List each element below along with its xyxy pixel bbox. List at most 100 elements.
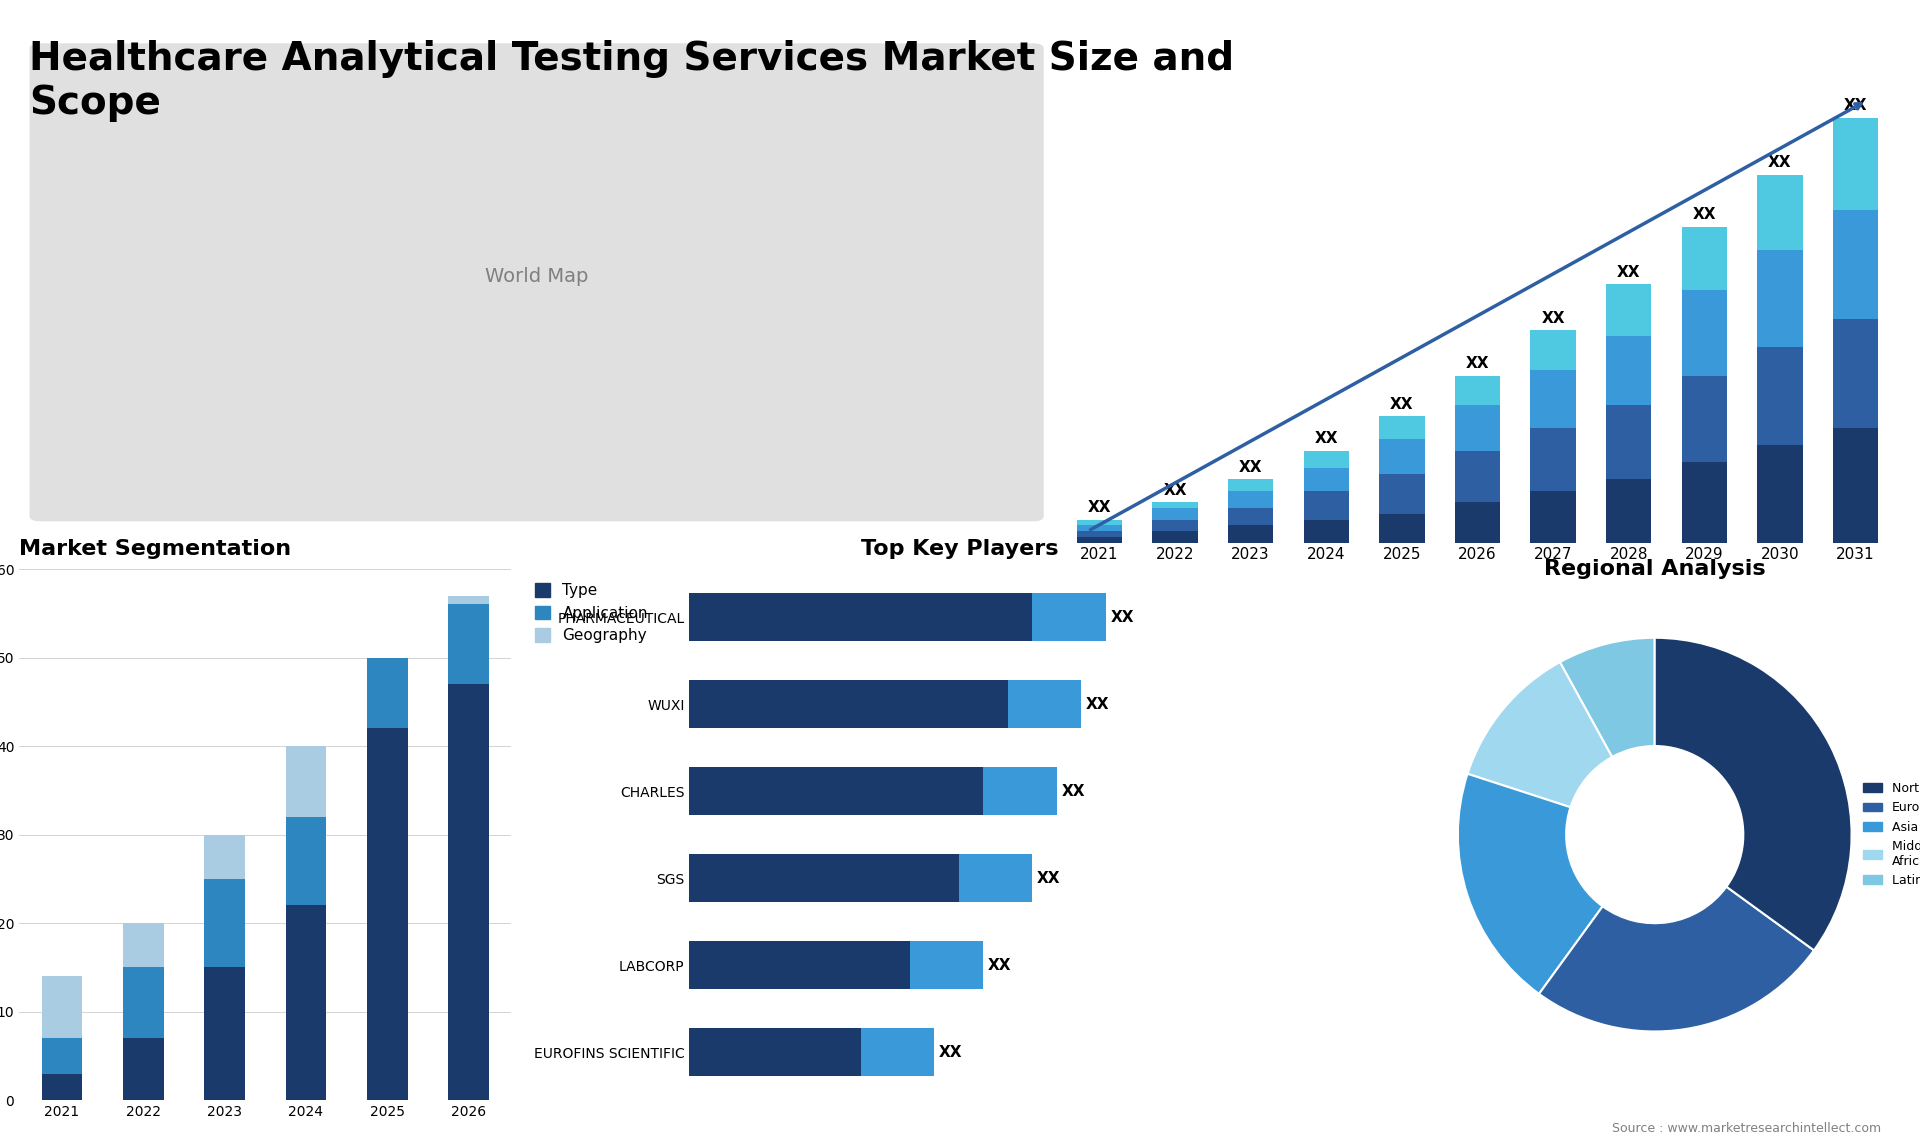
Bar — [1152, 519, 1198, 531]
Text: XX: XX — [1390, 397, 1413, 411]
Bar — [1008, 681, 1081, 728]
Bar — [860, 1028, 935, 1076]
Bar — [1229, 479, 1273, 490]
Bar — [958, 854, 1033, 902]
Title: Regional Analysis: Regional Analysis — [1544, 558, 1766, 579]
Text: XX: XX — [1089, 500, 1112, 515]
Text: Market Segmentation: Market Segmentation — [19, 540, 292, 559]
Bar — [1455, 376, 1500, 405]
Text: XX: XX — [1617, 265, 1640, 280]
Bar — [1455, 405, 1500, 450]
Bar — [1682, 227, 1726, 290]
Text: XX: XX — [1315, 431, 1338, 446]
Bar — [1379, 513, 1425, 542]
Text: XX: XX — [1465, 356, 1490, 371]
Bar — [1077, 525, 1121, 531]
Wedge shape — [1559, 638, 1655, 758]
Bar — [689, 941, 910, 989]
Bar — [1757, 250, 1803, 347]
Bar — [1834, 427, 1878, 542]
Wedge shape — [1467, 662, 1613, 807]
Text: XX: XX — [1768, 156, 1791, 171]
Bar — [1605, 479, 1651, 542]
Text: XX: XX — [1062, 784, 1085, 799]
Bar — [1304, 519, 1350, 542]
Bar — [123, 1038, 163, 1100]
Bar — [1757, 445, 1803, 542]
Bar — [689, 594, 1033, 641]
Bar — [1605, 405, 1651, 479]
Bar — [286, 817, 326, 905]
Bar — [1682, 376, 1726, 462]
Bar — [1152, 531, 1198, 542]
Bar — [910, 941, 983, 989]
Bar — [1757, 175, 1803, 250]
Bar — [286, 746, 326, 817]
Text: XX: XX — [989, 958, 1012, 973]
Bar — [1530, 370, 1576, 427]
Bar — [689, 767, 983, 815]
Wedge shape — [1655, 638, 1851, 950]
Bar — [1229, 508, 1273, 525]
Bar — [1379, 416, 1425, 439]
Bar — [204, 834, 246, 879]
Bar — [1530, 427, 1576, 490]
Legend: North America, Europe, Asia Pacific, Middle East &
Africa, Latin America: North America, Europe, Asia Pacific, Mid… — [1859, 777, 1920, 892]
Text: XX: XX — [1693, 207, 1716, 222]
Bar — [367, 658, 407, 729]
Text: XX: XX — [1110, 610, 1135, 625]
Bar — [204, 879, 246, 967]
Bar — [1834, 319, 1878, 427]
Bar — [1304, 450, 1350, 468]
Bar — [1834, 118, 1878, 210]
Text: Source : www.marketresearchintellect.com: Source : www.marketresearchintellect.com — [1613, 1122, 1882, 1135]
Bar — [1757, 347, 1803, 445]
Text: XX: XX — [1238, 460, 1261, 474]
Bar — [983, 767, 1056, 815]
Bar — [1605, 336, 1651, 405]
Legend: Type, Application, Geography: Type, Application, Geography — [528, 576, 655, 650]
Bar — [1152, 508, 1198, 519]
Bar — [1682, 462, 1726, 542]
Bar — [367, 729, 407, 1100]
Bar — [1304, 468, 1350, 490]
Bar — [1530, 330, 1576, 370]
Bar — [1682, 290, 1726, 376]
Bar — [42, 1074, 83, 1100]
Bar — [1033, 594, 1106, 641]
Bar — [1077, 519, 1121, 525]
Text: XX: XX — [1164, 482, 1187, 497]
Text: XX: XX — [1542, 311, 1565, 325]
Bar — [123, 967, 163, 1038]
Bar — [1077, 531, 1121, 536]
Text: XX: XX — [1087, 697, 1110, 712]
Text: XX: XX — [1843, 99, 1866, 113]
Bar — [447, 684, 490, 1100]
Bar — [42, 1038, 83, 1074]
Bar — [689, 1028, 860, 1076]
Bar — [1077, 536, 1121, 542]
Bar — [1304, 490, 1350, 519]
Bar — [1229, 490, 1273, 508]
Bar — [123, 924, 163, 967]
Bar — [1379, 439, 1425, 473]
Text: XX: XX — [1037, 871, 1060, 886]
Bar — [1152, 502, 1198, 508]
Bar — [447, 596, 490, 604]
Text: Healthcare Analytical Testing Services Market Size and
Scope: Healthcare Analytical Testing Services M… — [29, 40, 1235, 123]
Bar — [1834, 210, 1878, 319]
Bar — [204, 967, 246, 1100]
Bar — [447, 604, 490, 684]
Bar — [42, 976, 83, 1038]
Bar — [1455, 502, 1500, 542]
Wedge shape — [1540, 887, 1814, 1031]
Wedge shape — [1457, 774, 1603, 994]
Bar — [1530, 490, 1576, 542]
Bar — [286, 905, 326, 1100]
Bar — [1229, 525, 1273, 542]
Title: Top Key Players: Top Key Players — [862, 540, 1058, 559]
Bar — [1379, 473, 1425, 513]
FancyBboxPatch shape — [29, 44, 1044, 521]
Bar — [689, 854, 958, 902]
Bar — [1455, 450, 1500, 502]
